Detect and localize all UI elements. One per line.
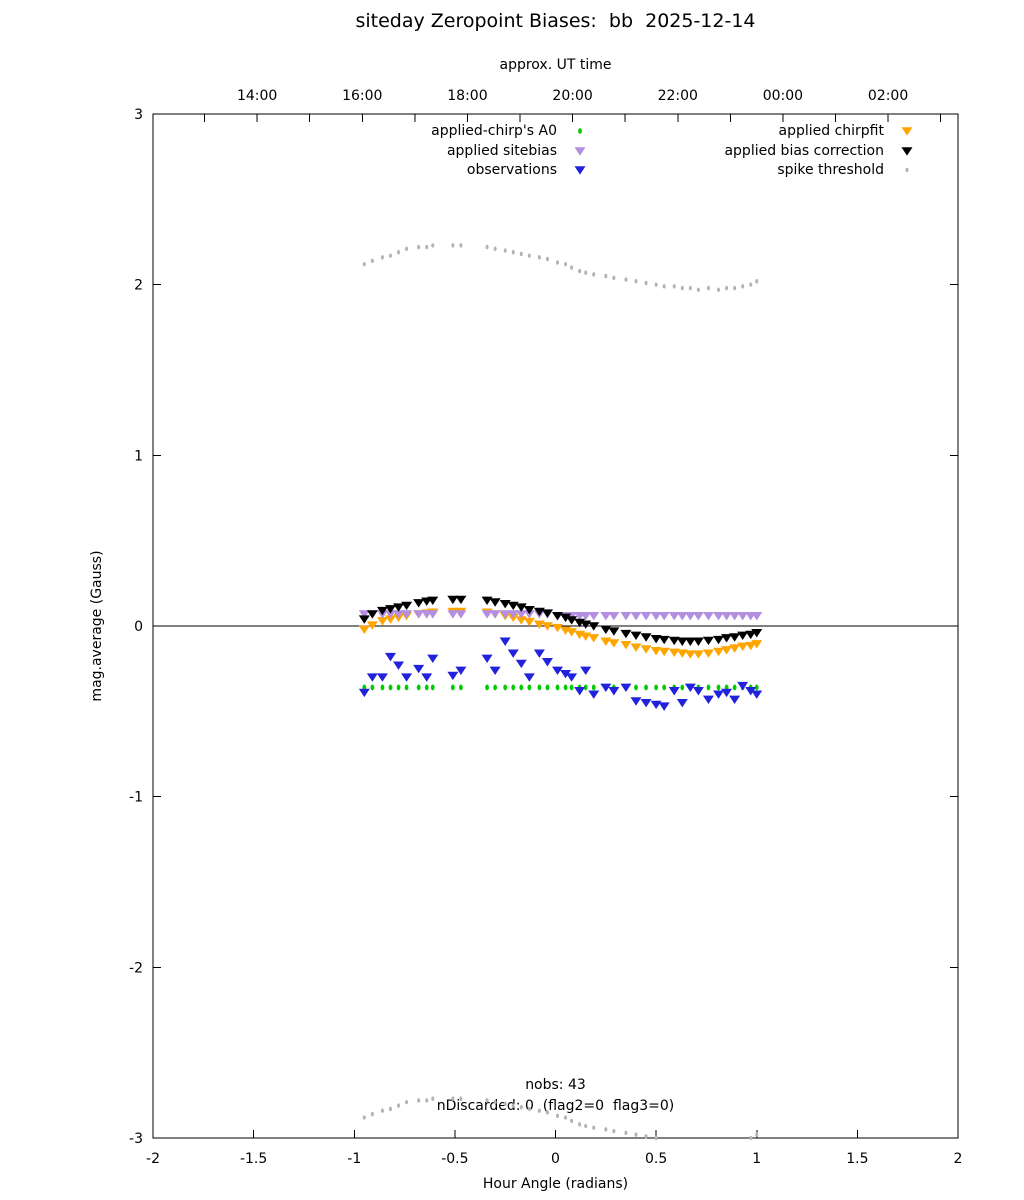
top-tick-label: 16:00 — [342, 88, 382, 104]
x-axis-label: Hour Angle (radians) — [482, 1176, 629, 1192]
x-tick-label: 1 — [752, 1151, 761, 1167]
chart-title: siteday Zeropoint Biases: bb 2025-12-14 — [355, 10, 756, 32]
x-tick-label: 1.5 — [846, 1151, 868, 1167]
y-tick-label: 3 — [134, 107, 143, 123]
legend-label-spike-threshold: spike threshold — [777, 162, 884, 178]
y-tick-label: -2 — [129, 960, 143, 976]
legend-marker-applied-chirp-s-a0 — [578, 128, 582, 134]
legend-label-applied-chirp-s-a0: applied-chirp's A0 — [431, 123, 557, 139]
series-applied-sitebias — [358, 610, 763, 621]
legend-marker-observations — [574, 166, 586, 175]
series-applied-bias-correction — [358, 595, 763, 646]
x-tick-label: -0.5 — [441, 1151, 468, 1167]
nobs-annotation: nobs: 43 — [525, 1077, 586, 1093]
y-tick-label: 0 — [134, 619, 143, 635]
y-tick-label: 2 — [134, 278, 143, 294]
legend-label-applied-chirpfit: applied chirpfit — [778, 123, 885, 139]
x-tick-label: -2 — [146, 1151, 160, 1167]
y-tick-label: 1 — [134, 448, 143, 464]
series-applied-chirp-s-a0 — [362, 684, 759, 691]
top-tick-label: 20:00 — [552, 88, 592, 104]
legend-marker-applied-chirpfit — [901, 127, 913, 136]
legend-label-applied-bias-correction: applied bias correction — [724, 142, 884, 159]
y-tick-label: -3 — [129, 1131, 143, 1147]
y-axis-ticks: -3 -2 -1 0 1 2 3 — [129, 107, 958, 1147]
legend-marker-applied-sitebias — [574, 146, 586, 156]
legend-label-observations: observations — [466, 162, 557, 178]
top-tick-label: 02:00 — [868, 88, 908, 104]
top-axis-label: approx. UT time — [499, 57, 612, 73]
legend-marker-applied-bias-correction — [901, 146, 913, 156]
y-tick-label: -1 — [129, 790, 143, 806]
top-tick-label: 22:00 — [658, 88, 698, 104]
top-tick-label: 18:00 — [447, 88, 487, 104]
series-observations — [358, 637, 763, 711]
x-axis-ticks: -2 -1.5 -1 -0.5 0 0.5 1 1.5 2 — [146, 1130, 962, 1167]
x-tick-label: -1.5 — [240, 1151, 267, 1167]
top-axis-ticks: 14:00 16:00 18:00 20:00 22:00 00:00 02:00 — [204, 88, 942, 122]
x-tick-label: 2 — [954, 1151, 963, 1167]
x-tick-label: 0.5 — [645, 1151, 667, 1167]
x-tick-label: -1 — [347, 1151, 361, 1167]
x-tick-label: 0 — [551, 1151, 560, 1167]
ndiscarded-annotation: nDiscarded: 0 (flag2=0 flag3=0) — [436, 1098, 675, 1114]
top-tick-label: 00:00 — [763, 88, 803, 104]
top-tick-label: 14:00 — [237, 88, 277, 104]
legend-marker-spike-threshold — [905, 167, 909, 173]
legend-label-applied-sitebias: applied sitebias — [446, 142, 557, 159]
series-spike-threshold — [362, 243, 759, 1141]
